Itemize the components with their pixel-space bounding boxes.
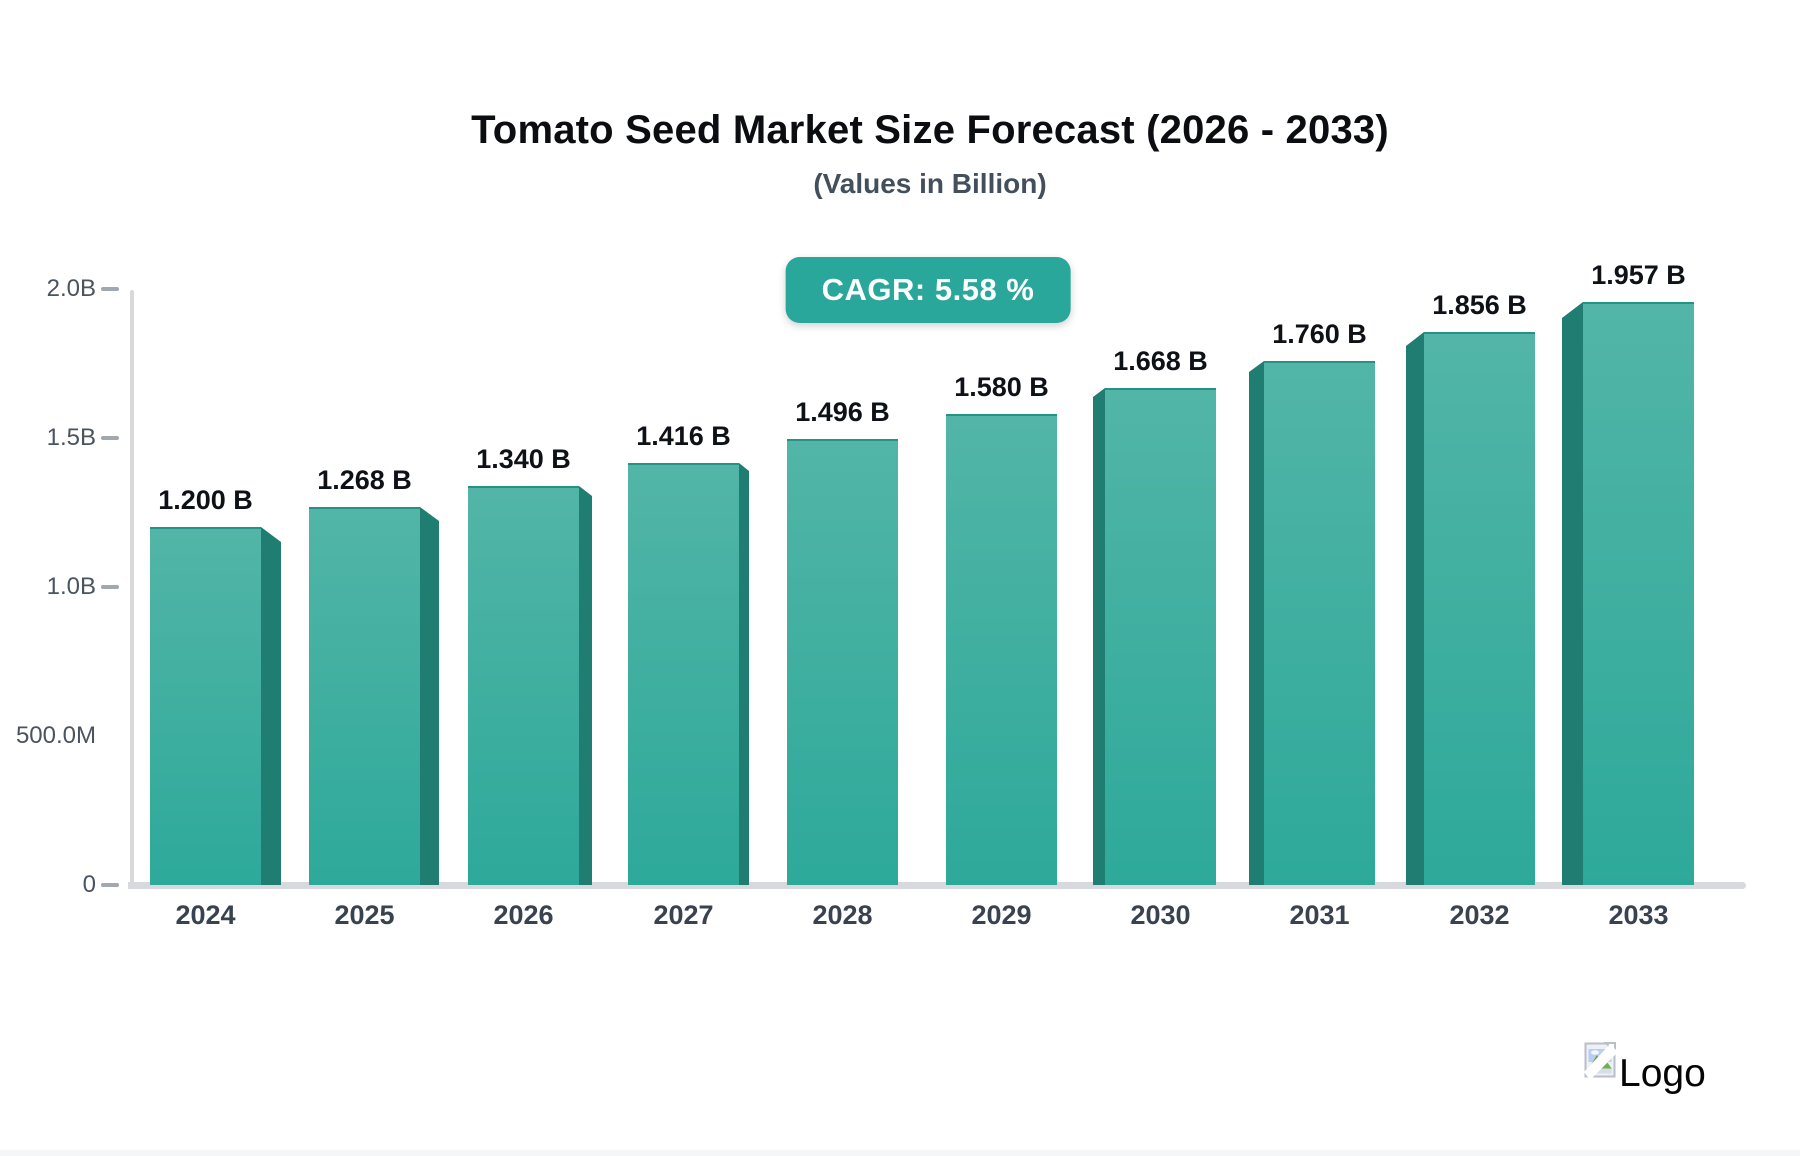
y-axis-tick-label: 2.0B bbox=[46, 275, 96, 302]
x-axis-label-2026: 2026 bbox=[493, 900, 554, 930]
bar-value-label-2027: 1.416 B bbox=[636, 421, 731, 451]
bar-2025 bbox=[309, 507, 420, 885]
bar-side-2025 bbox=[420, 507, 439, 885]
y-axis-tick-label: 1.0B bbox=[46, 573, 96, 600]
bar-side-2026 bbox=[579, 486, 592, 885]
x-axis-label-2030: 2030 bbox=[1130, 900, 1191, 930]
bar-2033 bbox=[1583, 302, 1694, 885]
broken-image-icon bbox=[1584, 1042, 1618, 1080]
y-axis-tick-mark bbox=[101, 287, 119, 291]
bar-2032 bbox=[1424, 332, 1535, 885]
bar-value-label-2033: 1.957 B bbox=[1591, 260, 1686, 290]
bar-value-label-2031: 1.760 B bbox=[1272, 319, 1367, 349]
chart-title: Tomato Seed Market Size Forecast (2026 -… bbox=[471, 108, 1389, 152]
bar-side-2033 bbox=[1562, 302, 1583, 885]
logo-text: Logo bbox=[1619, 1052, 1706, 1095]
y-axis-tick-label: 0 bbox=[82, 871, 96, 898]
bar-side-2030 bbox=[1093, 388, 1105, 885]
y-axis-tick-mark bbox=[101, 883, 119, 887]
y-axis-line bbox=[130, 290, 134, 888]
cagr-badge: CAGR: 5.58 % bbox=[785, 257, 1071, 323]
x-axis-label-2027: 2027 bbox=[653, 900, 714, 930]
y-axis-tick-mark bbox=[101, 585, 119, 589]
bar-value-label-2028: 1.496 B bbox=[795, 397, 890, 427]
bar-value-label-2025: 1.268 B bbox=[317, 465, 412, 495]
bar-2026 bbox=[468, 486, 579, 885]
cagr-badge-label: CAGR: 5.58 % bbox=[821, 272, 1035, 307]
y-axis-tick-label: 500.0M bbox=[15, 722, 96, 749]
footer-strip bbox=[0, 1150, 1800, 1156]
bar-side-2024 bbox=[261, 527, 281, 885]
logo-watermark: Logo bbox=[1584, 1040, 1706, 1095]
bar-2029 bbox=[946, 414, 1057, 885]
x-axis-label-2029: 2029 bbox=[971, 900, 1032, 930]
x-axis-baseline bbox=[128, 882, 1746, 889]
x-axis-label-2025: 2025 bbox=[334, 900, 395, 930]
bar-2030 bbox=[1105, 388, 1216, 885]
x-axis-label-2033: 2033 bbox=[1608, 900, 1669, 930]
y-axis-tick-mark bbox=[101, 436, 119, 440]
chart-subtitle: (Values in Billion) bbox=[813, 168, 1047, 199]
bar-value-label-2032: 1.856 B bbox=[1432, 290, 1527, 320]
bar-value-label-2024: 1.200 B bbox=[158, 485, 253, 515]
bar-2031 bbox=[1264, 361, 1375, 885]
bar-value-label-2030: 1.668 B bbox=[1113, 346, 1208, 376]
bar-value-label-2026: 1.340 B bbox=[476, 444, 571, 474]
bar-side-2027 bbox=[739, 463, 749, 885]
bar-side-2031 bbox=[1249, 361, 1264, 885]
x-axis-label-2031: 2031 bbox=[1289, 900, 1350, 930]
x-axis-label-2028: 2028 bbox=[812, 900, 873, 930]
bar-side-2032 bbox=[1406, 332, 1424, 885]
bar-value-label-2029: 1.580 B bbox=[954, 372, 1049, 402]
y-axis-tick-label: 1.5B bbox=[46, 424, 96, 451]
x-axis-label-2024: 2024 bbox=[175, 900, 236, 930]
bar-2024 bbox=[150, 527, 261, 885]
bar-2028 bbox=[787, 439, 898, 885]
bar-2027 bbox=[628, 463, 739, 885]
x-axis-label-2032: 2032 bbox=[1449, 900, 1510, 930]
